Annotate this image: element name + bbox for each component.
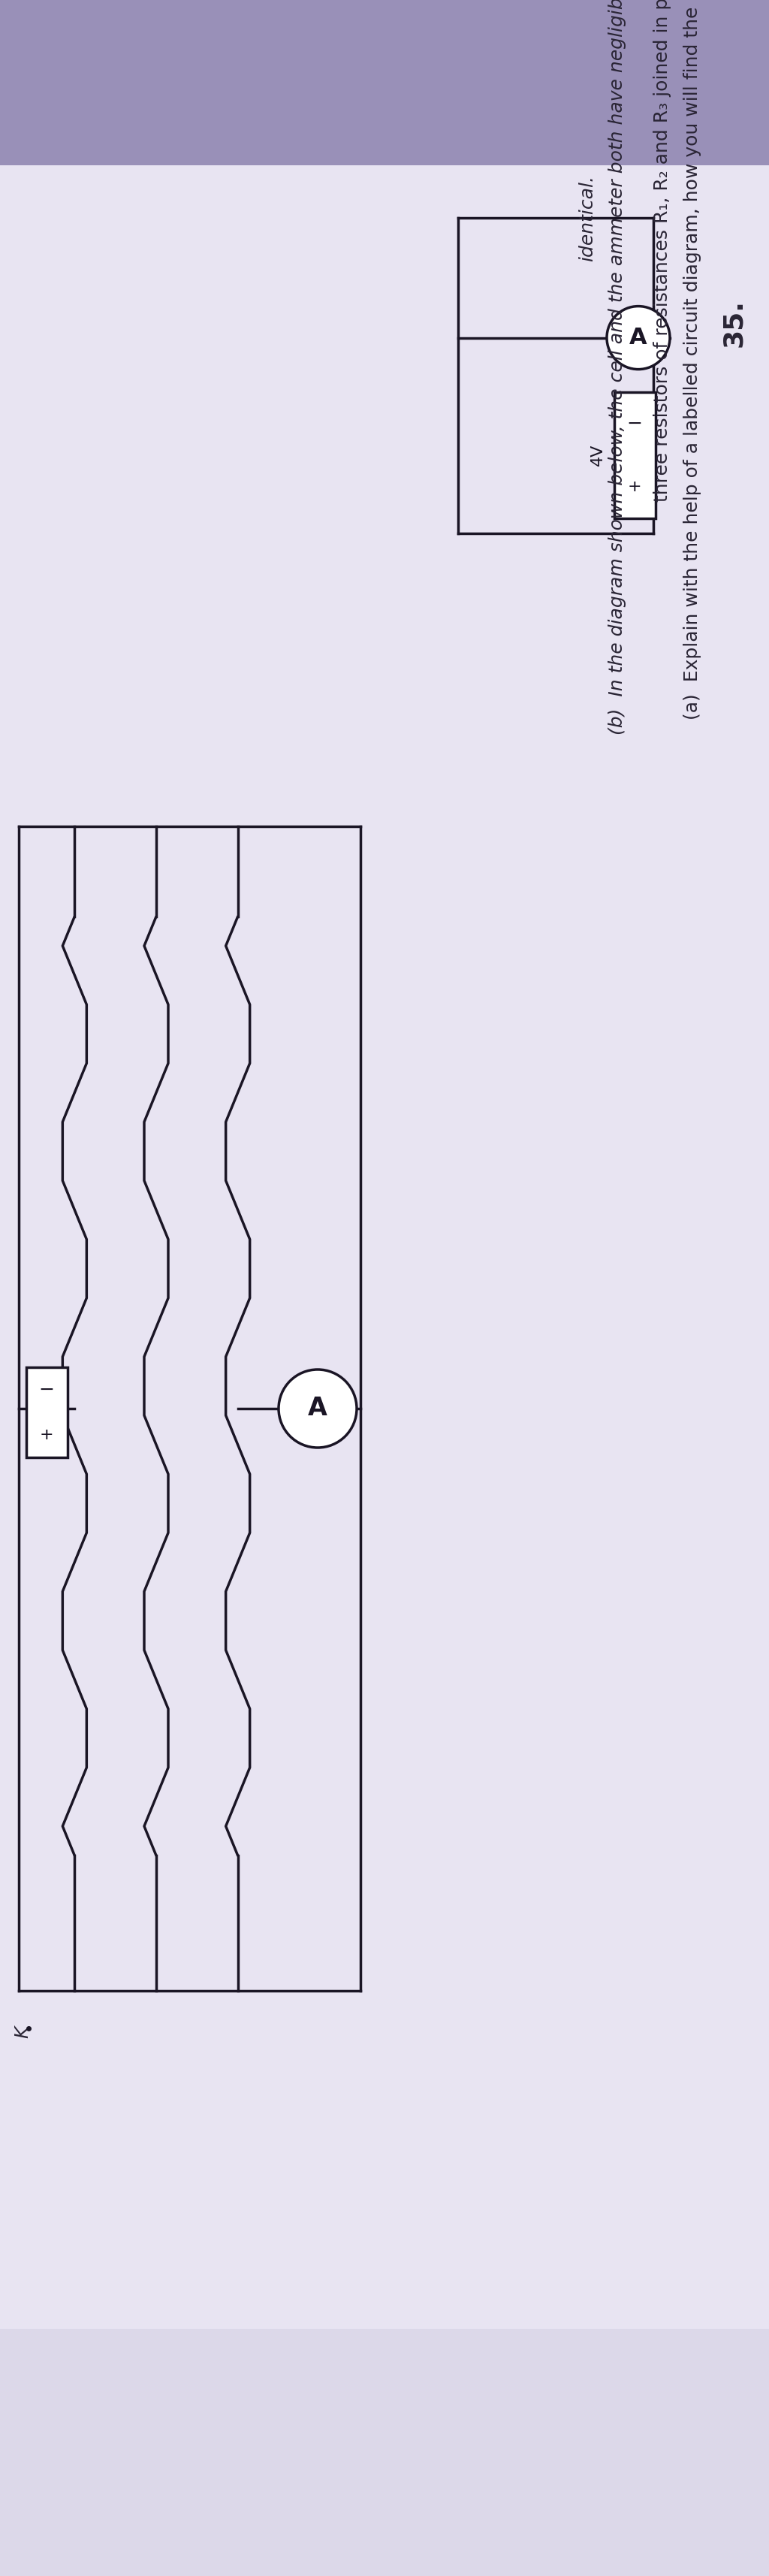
Bar bbox=[0, 0, 769, 165]
Text: (b)  In the diagram shown below, the cell and the ammeter both have negligible r: (b) In the diagram shown below, the cell… bbox=[608, 0, 626, 734]
Text: −: − bbox=[38, 1381, 55, 1399]
Text: −: − bbox=[627, 415, 642, 433]
Bar bbox=[26, 1368, 68, 1458]
Circle shape bbox=[607, 307, 670, 368]
Text: +: + bbox=[40, 1427, 54, 1443]
Text: identical.: identical. bbox=[578, 175, 596, 260]
Text: (a)  Explain with the help of a labelled circuit diagram, how you will find the : (a) Explain with the help of a labelled … bbox=[684, 0, 701, 719]
Text: three resistors of resistances R₁, R₂ and R₃ joined in parallel.: three resistors of resistances R₁, R₂ an… bbox=[654, 0, 671, 502]
Bar bbox=[0, 2329, 769, 2576]
Text: A: A bbox=[308, 1396, 328, 1422]
Circle shape bbox=[278, 1370, 357, 1448]
Text: A: A bbox=[630, 327, 647, 348]
Bar bbox=[614, 392, 655, 518]
Text: 4V: 4V bbox=[590, 443, 605, 466]
Text: +: + bbox=[628, 479, 641, 495]
Text: 35.: 35. bbox=[721, 299, 747, 348]
Text: K: K bbox=[14, 2025, 32, 2038]
